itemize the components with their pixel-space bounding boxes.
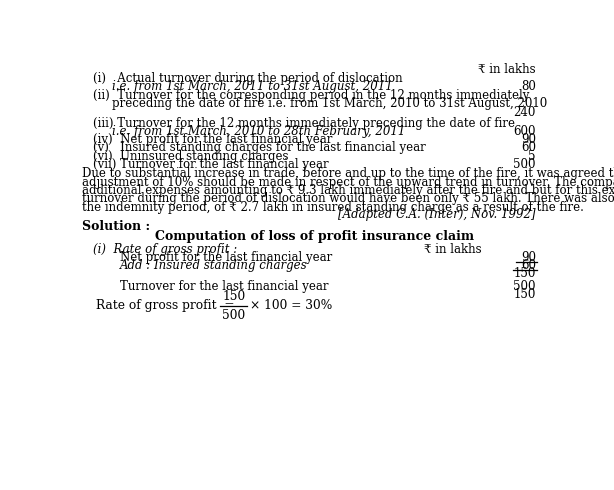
Text: (iii) Turnover for the 12 months immediately preceding the date of fire: (iii) Turnover for the 12 months immedia… [93, 117, 515, 129]
Text: 500: 500 [513, 279, 536, 293]
Text: (i)   Actual turnover during the period of dislocation: (i) Actual turnover during the period of… [93, 72, 403, 85]
Text: ₹ in lakhs: ₹ in lakhs [478, 63, 536, 76]
Text: 60: 60 [521, 259, 536, 272]
Text: 80: 80 [521, 80, 536, 93]
Text: × 100 = 30%: × 100 = 30% [251, 299, 333, 313]
Text: Due to substantial increase in trade, before and up to the time of the fire, it : Due to substantial increase in trade, be… [82, 168, 614, 180]
Text: additional expenses amounting to ₹ 9.3 lakh immediately after the fire and but f: additional expenses amounting to ₹ 9.3 l… [82, 184, 614, 197]
Text: ₹ in lakhs: ₹ in lakhs [424, 243, 482, 256]
Text: (v)   Insured standing charges for the last financial year: (v) Insured standing charges for the las… [93, 142, 426, 154]
Text: adjustment of 10% should be made in respect of the upward trend in turnover. The: adjustment of 10% should be made in resp… [82, 176, 614, 189]
Text: Rate of gross profit  =: Rate of gross profit = [96, 299, 235, 313]
Text: 600: 600 [513, 125, 536, 138]
Text: (ii)  Turnover for the corresponding period in the 12 months immediately: (ii) Turnover for the corresponding peri… [93, 89, 530, 101]
Text: 150: 150 [513, 288, 536, 301]
Text: (iv)  Net profit for the last financial year: (iv) Net profit for the last financial y… [93, 133, 333, 146]
Text: 500: 500 [222, 309, 246, 322]
Text: 150: 150 [513, 268, 536, 280]
Text: preceding the date of fire i.e. from 1st March, 2010 to 31st August, 2010: preceding the date of fire i.e. from 1st… [112, 97, 548, 110]
Text: 60: 60 [521, 142, 536, 154]
Text: i.e. from 1st March, 2010 to 28th February, 2011: i.e. from 1st March, 2010 to 28th Februa… [112, 125, 406, 138]
Text: Turnover for the last financial year: Turnover for the last financial year [120, 279, 328, 293]
Text: Solution :: Solution : [82, 220, 150, 233]
Text: the indemnity period, of ₹ 2.7 lakh in insured standing charge as a result of th: the indemnity period, of ₹ 2.7 lakh in i… [82, 201, 583, 214]
Text: (i)  Rate of gross profit :: (i) Rate of gross profit : [93, 243, 238, 256]
Text: 5: 5 [529, 150, 536, 163]
Text: (vii) Turnover for the last financial year: (vii) Turnover for the last financial ye… [93, 158, 329, 171]
Text: 500: 500 [513, 158, 536, 171]
Text: 240: 240 [513, 106, 536, 120]
Text: [Adapted C.A. (Inter), Nov. 1992]: [Adapted C.A. (Inter), Nov. 1992] [338, 208, 536, 221]
Text: turnover during the period of dislocation would have been only ₹ 55 lakh. There : turnover during the period of dislocatio… [82, 193, 614, 205]
Text: 90: 90 [521, 251, 536, 264]
Text: i.e. from 1st March, 2011 to 31st August, 2011: i.e. from 1st March, 2011 to 31st August… [112, 80, 393, 93]
Text: (vi)  Uninsured standing charges: (vi) Uninsured standing charges [93, 150, 289, 163]
Text: Add : Insured standing charges: Add : Insured standing charges [120, 259, 307, 272]
Text: 150: 150 [222, 290, 246, 303]
Text: 90: 90 [521, 133, 536, 146]
Text: Net profit for the last financial year: Net profit for the last financial year [120, 251, 332, 264]
Text: Computation of loss of profit insurance claim: Computation of loss of profit insurance … [155, 230, 474, 244]
